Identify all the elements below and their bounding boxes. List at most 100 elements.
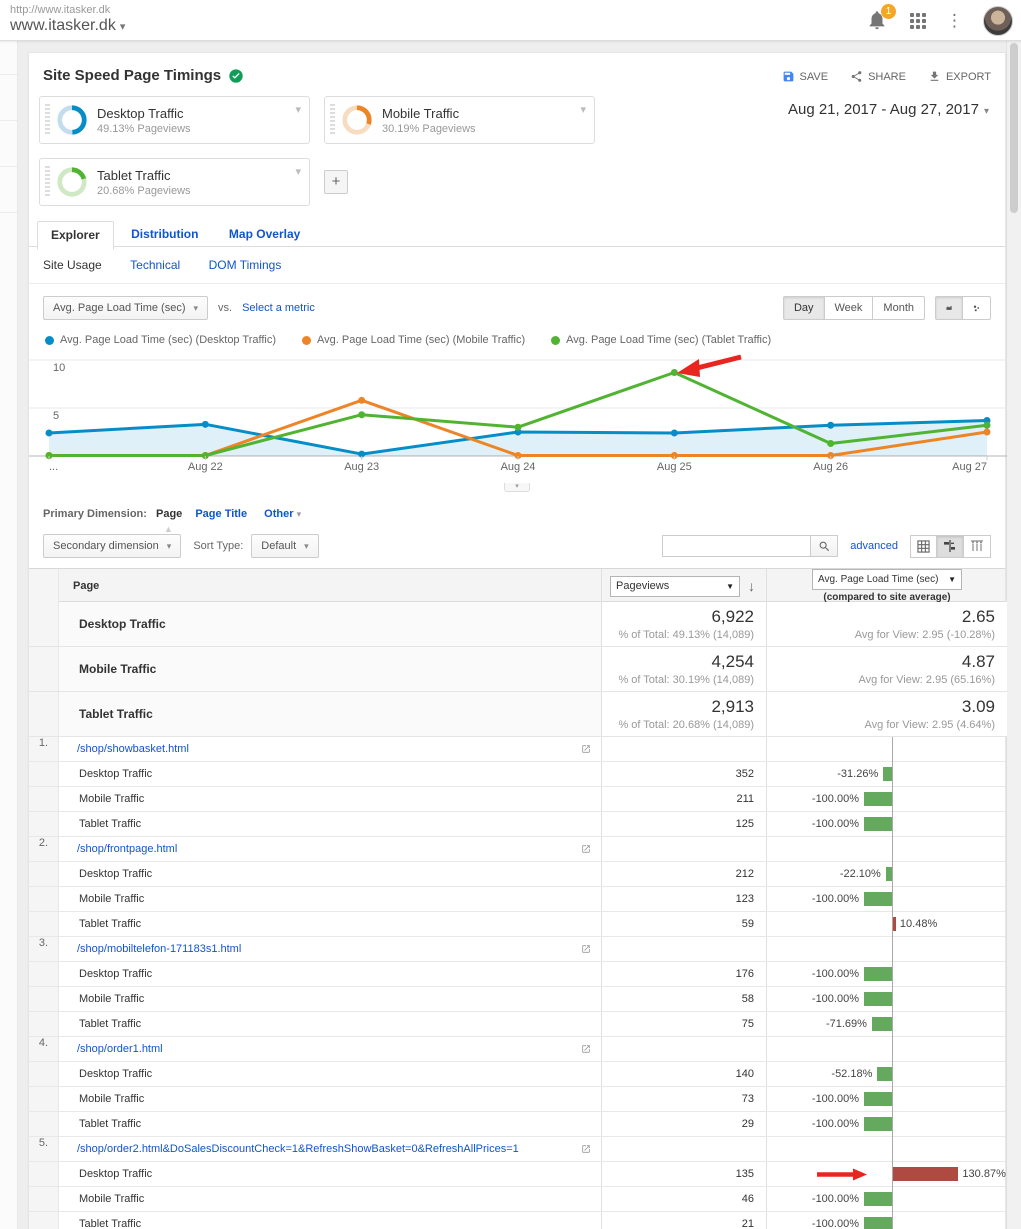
- table-row: Tablet Traffic 75 -71.69%: [29, 1012, 1005, 1037]
- pageviews-note: % of Total: 20.68% (14,089): [618, 719, 754, 731]
- legend-item-desktop[interactable]: Avg. Page Load Time (sec) (Desktop Traff…: [45, 334, 276, 346]
- account-switcher[interactable]: http://www.itasker.dk www.itasker.dk ▾: [0, 0, 1021, 35]
- week-button[interactable]: Week: [824, 296, 874, 320]
- summary-segment-name: Tablet Traffic: [79, 707, 153, 721]
- date-range-selector[interactable]: Aug 21, 2017 - Aug 27, 2017 ▾: [787, 101, 989, 118]
- line-chart-toggle[interactable]: [935, 296, 963, 320]
- drag-handle[interactable]: [45, 166, 50, 198]
- subtab-site-usage[interactable]: Site Usage: [43, 258, 102, 272]
- tab-distribution[interactable]: Distribution: [131, 227, 199, 241]
- page-link[interactable]: /shop/frontpage.html: [77, 843, 178, 855]
- day-button[interactable]: Day: [782, 296, 825, 320]
- row-number-cell: [29, 1212, 59, 1229]
- page-link[interactable]: /shop/order2.html&DoSalesDiscountCheck=1…: [77, 1143, 519, 1155]
- dimension-other[interactable]: Other ▾: [264, 508, 302, 520]
- dimension-page[interactable]: Page ▲: [155, 508, 183, 534]
- tab-explorer[interactable]: Explorer: [37, 221, 114, 250]
- legend-item-mobile[interactable]: Avg. Page Load Time (sec) (Mobile Traffi…: [302, 334, 525, 346]
- page-link[interactable]: /shop/order1.html: [77, 1043, 163, 1055]
- svg-text:Aug 27: Aug 27: [952, 461, 987, 473]
- open-in-new-icon[interactable]: [581, 1144, 591, 1154]
- chevron-down-icon[interactable]: ▾: [295, 104, 301, 116]
- delta-label: -100.00%: [811, 1218, 859, 1229]
- chevron-down-icon: ▾: [983, 106, 989, 117]
- baseline-divider: [892, 887, 893, 912]
- avatar[interactable]: [983, 6, 1013, 36]
- subtab-technical[interactable]: Technical: [130, 258, 181, 272]
- secondary-dimension-dropdown[interactable]: Secondary dimension ▾: [43, 534, 182, 558]
- pageviews-cell: [601, 1037, 766, 1061]
- chevron-down-icon[interactable]: ▾: [295, 166, 301, 178]
- collapsed-sidebar[interactable]: [0, 41, 18, 1229]
- comparison-view-button[interactable]: [937, 534, 964, 558]
- bell-icon: [869, 11, 885, 30]
- pageviews-cell: 73: [601, 1087, 766, 1111]
- segment-card-desktop[interactable]: Desktop Traffic 49.13% Pageviews ▾: [39, 96, 310, 144]
- delta-label: -22.10%: [839, 868, 881, 880]
- drag-handle[interactable]: [330, 104, 335, 136]
- segment-cell: Desktop Traffic: [79, 768, 153, 780]
- advanced-search-link[interactable]: advanced: [850, 540, 898, 552]
- chevron-down-icon: ▾: [193, 302, 199, 313]
- segment-card-mobile[interactable]: Mobile Traffic 30.19% Pageviews ▾: [324, 96, 595, 144]
- more-menu-icon[interactable]: ⋮: [946, 11, 963, 30]
- comparison-bar: [871, 1017, 892, 1031]
- delta-cell: -100.00%: [766, 787, 1007, 812]
- pageviews-column-selector[interactable]: Pageviews ▼: [610, 575, 740, 597]
- share-button[interactable]: SHARE: [850, 69, 906, 84]
- add-segment-button[interactable]: +: [324, 170, 348, 194]
- delta-label: -100.00%: [811, 1118, 859, 1130]
- export-button[interactable]: EXPORT: [928, 69, 991, 84]
- open-in-new-icon[interactable]: [581, 1044, 591, 1054]
- search-button[interactable]: [810, 535, 839, 557]
- motion-chart-toggle[interactable]: [963, 296, 991, 320]
- dimension-page-title[interactable]: Page Title: [195, 508, 248, 520]
- metric-dropdown[interactable]: Avg. Page Load Time (sec) ▾: [43, 296, 209, 320]
- row-number-cell: [29, 1162, 59, 1186]
- month-button[interactable]: Month: [873, 296, 925, 320]
- drag-handle[interactable]: [45, 104, 50, 136]
- pivot-view-button[interactable]: [964, 534, 991, 558]
- metric-column-selector[interactable]: Avg. Page Load Time (sec) ▼: [812, 569, 962, 590]
- save-button[interactable]: SAVE: [782, 69, 828, 84]
- pageviews-cell: 352: [601, 762, 766, 786]
- sort-type-dropdown[interactable]: Default ▾: [251, 534, 319, 558]
- chart-expand-button[interactable]: ▾: [504, 483, 530, 492]
- segment-cell: Mobile Traffic: [79, 993, 145, 1005]
- timeseries-chart[interactable]: 5 10... Aug 22 Aug 23 Aug 24 Aug 25 Aug 26 Aug …: [29, 350, 1007, 483]
- page-link[interactable]: /shop/mobiltelefon-171183s1.html: [77, 943, 242, 955]
- apps-grid-icon[interactable]: [910, 13, 926, 29]
- table-annotation-arrow: [815, 1168, 867, 1186]
- table-view-button[interactable]: [910, 534, 937, 558]
- legend-dot: [551, 335, 561, 345]
- subtab-dom-timings[interactable]: DOM Timings: [208, 258, 282, 272]
- row-number-cell: [29, 692, 59, 736]
- tab-map-overlay[interactable]: Map Overlay: [228, 227, 301, 241]
- open-in-new-icon[interactable]: [581, 944, 591, 954]
- sort-direction-icon[interactable]: ↓: [748, 578, 755, 594]
- account-name[interactable]: www.itasker.dk ▾: [10, 17, 126, 34]
- baseline-divider: [892, 1037, 893, 1062]
- open-in-new-icon[interactable]: [581, 844, 591, 854]
- select-metric-link[interactable]: Select a metric: [242, 302, 315, 314]
- baseline-divider: [892, 1012, 893, 1037]
- delta-cell: -52.18%: [766, 1062, 1007, 1087]
- page-link[interactable]: /shop/showbasket.html: [77, 743, 189, 755]
- scrollbar[interactable]: [1006, 41, 1021, 1229]
- segment-card-tablet[interactable]: Tablet Traffic 20.68% Pageviews ▾: [39, 158, 310, 206]
- page-cell: /shop/mobiltelefon-171183s1.html: [59, 937, 601, 961]
- pageviews-cell: 59: [601, 912, 766, 936]
- segment-name: Mobile Traffic: [382, 105, 460, 121]
- table-row: Desktop Traffic 176 -100.00%: [29, 962, 1005, 987]
- search-input[interactable]: [662, 535, 811, 557]
- baseline-divider: [892, 837, 893, 862]
- segment-detail: 49.13% Pageviews: [97, 122, 191, 135]
- legend-item-tablet[interactable]: Avg. Page Load Time (sec) (Tablet Traffi…: [551, 334, 771, 346]
- chevron-down-icon[interactable]: ▾: [580, 104, 586, 116]
- comparison-bar: [864, 1192, 892, 1206]
- delta-cell: -100.00%: [766, 812, 1007, 837]
- baseline-divider: [892, 1162, 893, 1187]
- notifications-button[interactable]: 1: [866, 4, 896, 33]
- open-in-new-icon[interactable]: [581, 744, 591, 754]
- segment-name: Desktop Traffic: [97, 105, 184, 121]
